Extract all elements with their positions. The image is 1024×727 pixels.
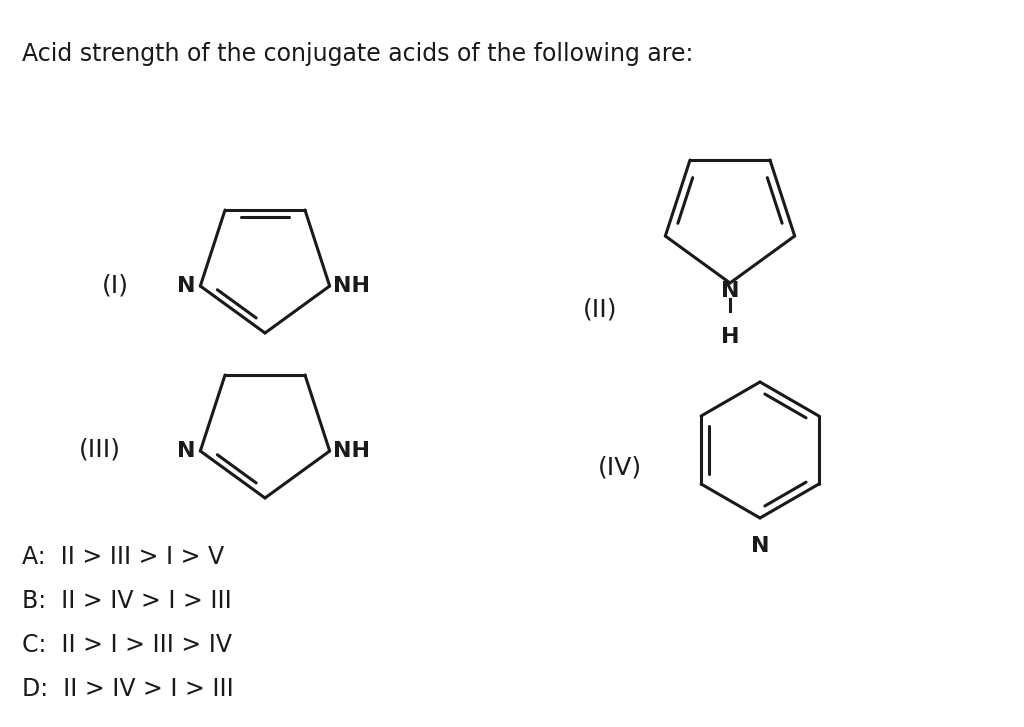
Text: (III): (III) [79, 438, 121, 462]
Text: B:  II > IV > I > III: B: II > IV > I > III [22, 589, 231, 613]
Text: Acid strength of the conjugate acids of the following are:: Acid strength of the conjugate acids of … [22, 42, 693, 66]
Text: H: H [721, 327, 739, 347]
Text: C:  II > I > III > IV: C: II > I > III > IV [22, 633, 232, 657]
Text: NH: NH [333, 276, 370, 296]
Text: N: N [751, 536, 769, 556]
Text: N: N [177, 276, 196, 296]
Text: (II): (II) [583, 298, 617, 322]
Text: (I): (I) [101, 273, 128, 297]
Text: NH: NH [333, 441, 370, 461]
Text: (IV): (IV) [598, 456, 642, 480]
Text: N: N [177, 441, 196, 461]
Text: A:  II > III > I > V: A: II > III > I > V [22, 545, 224, 569]
Text: N: N [721, 281, 739, 301]
Text: D:  II > IV > I > III: D: II > IV > I > III [22, 677, 233, 701]
